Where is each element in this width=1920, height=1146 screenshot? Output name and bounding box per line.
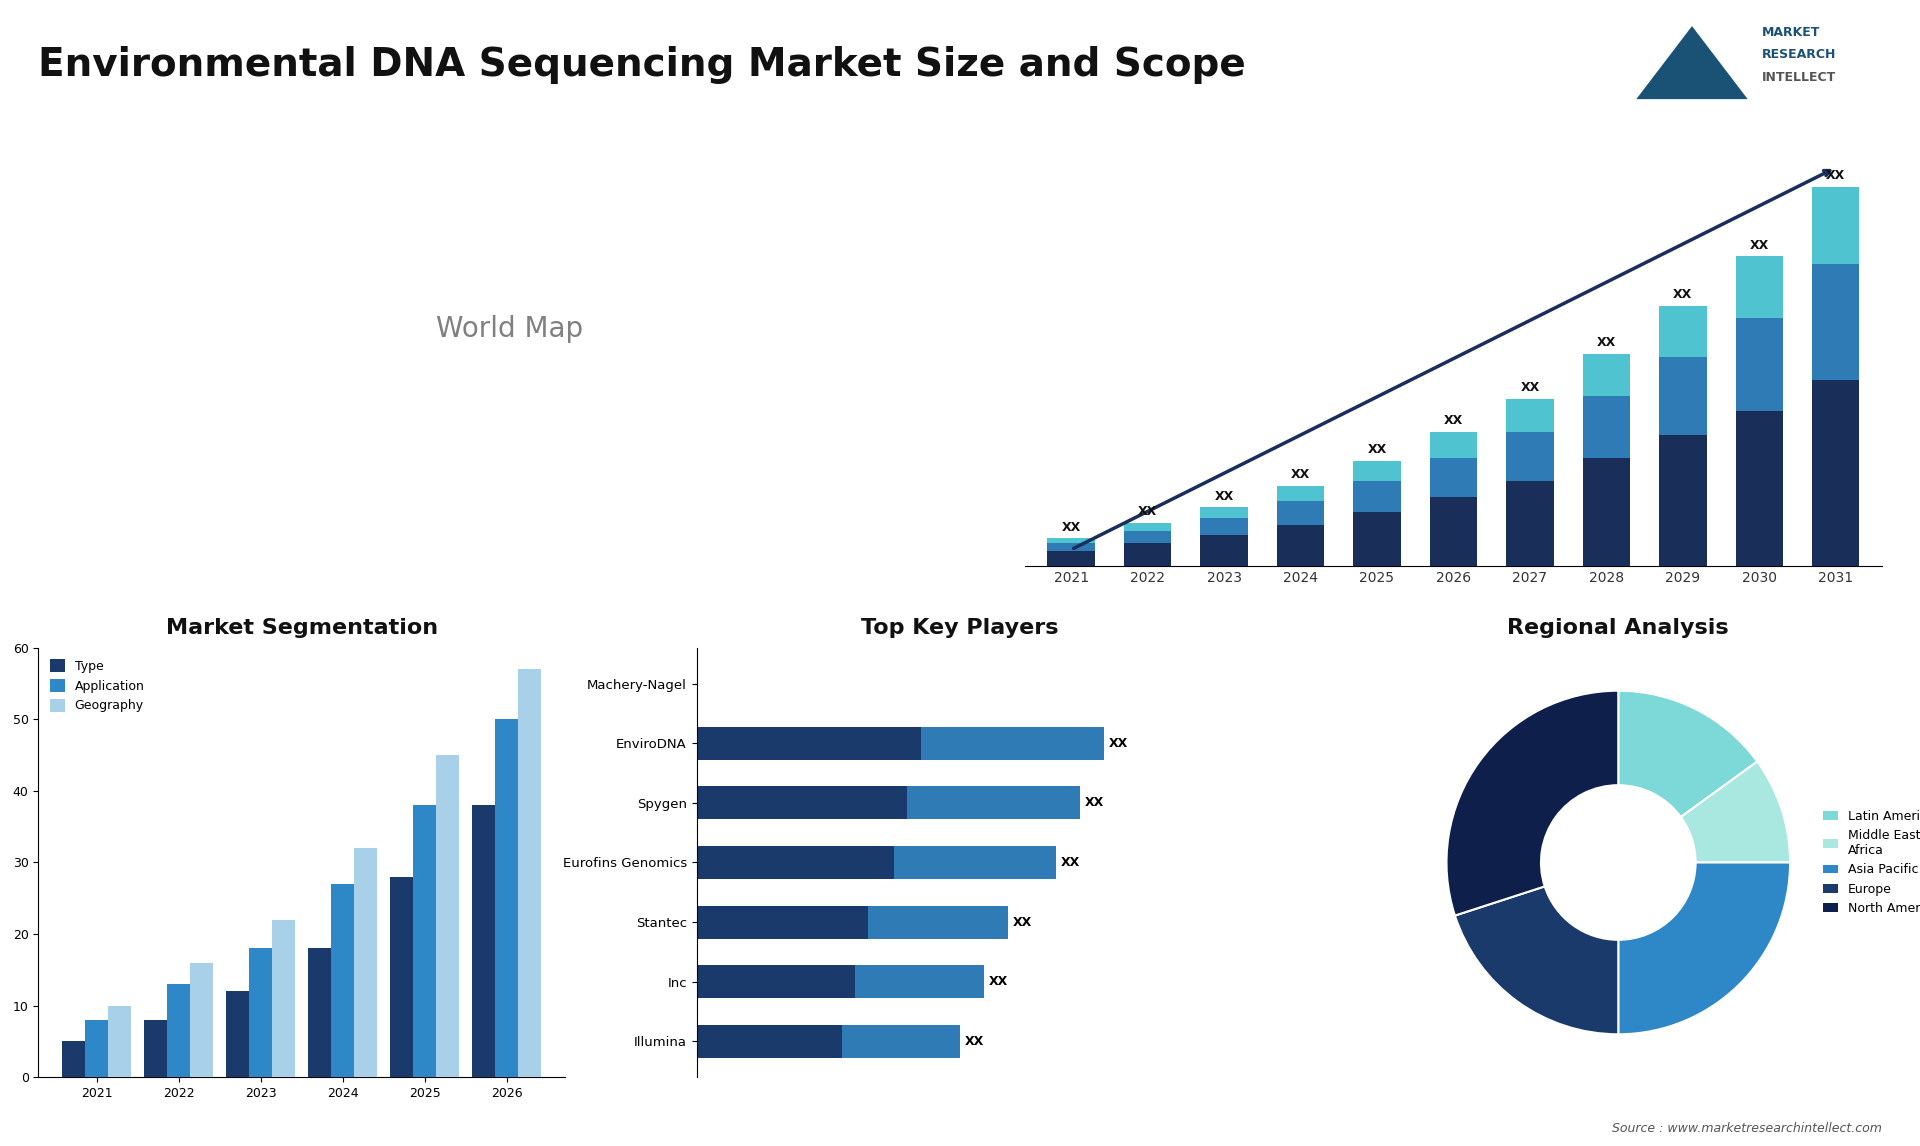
Bar — [1659, 358, 1707, 434]
Bar — [1505, 399, 1553, 432]
Bar — [436, 755, 459, 1077]
Text: XX: XX — [1062, 520, 1081, 534]
Bar — [1659, 434, 1707, 566]
Text: INTELLECT: INTELLECT — [1763, 71, 1836, 84]
Legend: Latin America, Middle East &
Africa, Asia Pacific, Europe, North America: Latin America, Middle East & Africa, Asi… — [1818, 804, 1920, 920]
Bar — [908, 786, 1079, 819]
Text: Source : www.marketresearchintellect.com: Source : www.marketresearchintellect.com — [1611, 1122, 1882, 1135]
Text: XX: XX — [964, 1035, 985, 1047]
Bar — [1354, 461, 1402, 481]
Bar — [1200, 518, 1248, 535]
Bar — [144, 1020, 167, 1077]
Bar — [390, 877, 413, 1077]
Title: Top Key Players: Top Key Players — [862, 618, 1058, 638]
Text: XX: XX — [1367, 444, 1386, 456]
Bar — [518, 669, 541, 1077]
Text: XX: XX — [1139, 505, 1158, 518]
Bar — [413, 806, 436, 1077]
Bar — [697, 965, 854, 998]
Bar — [697, 786, 908, 819]
Text: XX: XX — [1521, 382, 1540, 394]
Bar — [697, 727, 920, 760]
Bar — [61, 1042, 84, 1077]
Bar — [1277, 501, 1325, 525]
Bar — [1354, 481, 1402, 512]
Wedge shape — [1680, 762, 1789, 863]
Bar — [920, 727, 1104, 760]
Bar — [1048, 543, 1094, 551]
Legend: Type, Application, Geography: Type, Application, Geography — [44, 654, 150, 717]
Bar — [309, 949, 332, 1077]
Polygon shape — [1636, 26, 1747, 99]
Bar — [227, 991, 250, 1077]
Bar — [697, 905, 868, 939]
Bar — [895, 846, 1056, 879]
Text: XX: XX — [1597, 337, 1617, 350]
Bar — [841, 1025, 960, 1058]
Text: XX: XX — [1215, 489, 1235, 503]
Bar — [1123, 523, 1171, 531]
Text: XX: XX — [1672, 289, 1692, 301]
Text: XX: XX — [1060, 856, 1079, 869]
Bar — [1736, 257, 1784, 319]
Bar — [1659, 306, 1707, 358]
Text: XX: XX — [1749, 238, 1768, 252]
Text: Environmental DNA Sequencing Market Size and Scope: Environmental DNA Sequencing Market Size… — [38, 46, 1246, 84]
Text: XX: XX — [1444, 414, 1463, 426]
Bar — [1505, 432, 1553, 481]
Text: RESEARCH: RESEARCH — [1763, 48, 1836, 61]
Text: XX: XX — [1012, 916, 1031, 928]
Bar — [1200, 535, 1248, 566]
Title: Regional Analysis: Regional Analysis — [1507, 618, 1730, 638]
Bar — [1812, 187, 1859, 264]
Bar — [1048, 551, 1094, 566]
Bar — [1277, 525, 1325, 566]
Bar — [1354, 512, 1402, 566]
Bar — [697, 846, 895, 879]
Bar — [1430, 432, 1476, 458]
Bar — [1430, 496, 1476, 566]
Bar — [108, 1006, 131, 1077]
Bar — [1736, 411, 1784, 566]
Bar — [167, 984, 190, 1077]
Text: World Map: World Map — [436, 315, 584, 343]
Bar — [273, 920, 296, 1077]
Bar — [1200, 508, 1248, 518]
Bar — [250, 949, 273, 1077]
Bar — [1430, 458, 1476, 496]
Text: XX: XX — [1290, 468, 1309, 481]
Bar — [1582, 395, 1630, 458]
Bar — [190, 963, 213, 1077]
Bar — [1582, 458, 1630, 566]
Text: XX: XX — [1108, 737, 1127, 749]
Text: XX: XX — [1826, 168, 1845, 182]
Bar — [472, 806, 495, 1077]
Wedge shape — [1619, 863, 1789, 1035]
Bar — [868, 905, 1008, 939]
Bar — [353, 848, 376, 1077]
Title: Market Segmentation: Market Segmentation — [165, 618, 438, 638]
Bar — [1812, 264, 1859, 380]
Text: XX: XX — [989, 975, 1008, 988]
Bar — [1123, 543, 1171, 566]
Bar — [697, 1025, 841, 1058]
Bar — [1123, 531, 1171, 543]
Wedge shape — [1446, 691, 1619, 916]
Text: MARKET: MARKET — [1763, 26, 1820, 39]
Bar — [1582, 354, 1630, 395]
Bar — [1277, 486, 1325, 501]
Bar — [495, 720, 518, 1077]
Bar — [1048, 539, 1094, 543]
Bar — [84, 1020, 108, 1077]
Wedge shape — [1619, 691, 1757, 817]
Bar — [1812, 380, 1859, 566]
Bar — [854, 965, 983, 998]
Wedge shape — [1455, 886, 1619, 1035]
Bar — [1505, 481, 1553, 566]
Bar — [332, 884, 353, 1077]
Bar — [1736, 319, 1784, 411]
Text: XX: XX — [1085, 796, 1104, 809]
